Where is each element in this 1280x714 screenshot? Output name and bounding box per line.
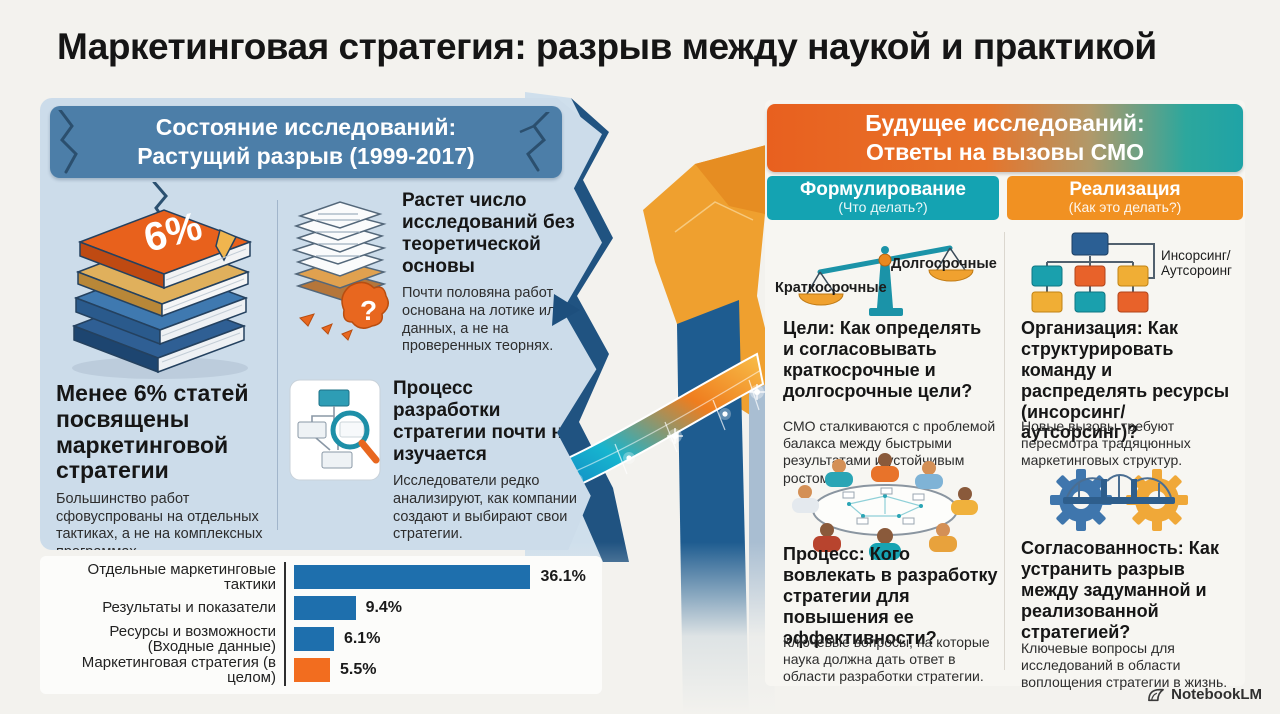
brand-footer: NotebookLM [1147, 686, 1262, 703]
item-body: Исследователи редко анализируют, как ком… [393, 473, 578, 543]
chart-row: Ресурсы и возможности (Входные данные) 6.… [40, 622, 602, 655]
chart-value-label: 6.1% [343, 630, 381, 647]
stat-body: Большинство работ сфовуспрованы на отдел… [56, 491, 263, 561]
chart-axis-line [284, 562, 286, 686]
gears-bridge-icon [1050, 469, 1188, 531]
chart-category-label: Маркетинговая стратегия (в целом) [81, 653, 276, 686]
chart-bar [294, 596, 356, 620]
card-heading-goals: Цели: Как определять и согласовывать кра… [783, 318, 982, 401]
page-title: Маркетинговая стратегия: разрыв между на… [57, 26, 1157, 67]
left-panel-header-line1: Состояние исследований: [155, 114, 457, 141]
card-body-alignment: Ключевые вопросы для исследований в обла… [1021, 640, 1228, 691]
org-label-line2: Аутсороинг [1161, 263, 1232, 279]
org-chart-icon [1031, 232, 1155, 313]
column-subtitle: (Что делать?) [838, 199, 928, 216]
chart-value-label: 36.1% [540, 568, 586, 585]
right-panel-column-divider [1004, 232, 1005, 670]
card-body-organization: Новые вызовы требуют пересмотра традяцюн… [1021, 418, 1191, 469]
chart-bar [294, 627, 334, 651]
item-body: Почти половяна работ основана на лотике … [402, 285, 564, 355]
column-title: Реализация [1069, 179, 1181, 201]
crack-decoration-icon [58, 110, 78, 174]
brand-name: NotebookLM [1171, 686, 1262, 703]
flowchart-magnifier-icon [289, 379, 381, 481]
card-heading-process: Процесс: Кого вовлекать в разработку стр… [783, 544, 998, 648]
right-panel-header-line2: Ответы на вызовы СМО [865, 139, 1145, 165]
stat-heading: Менее 6% статей посвящены маркетинговой … [56, 380, 249, 484]
bar-chart: Отдельные маркетинговые тактики 36.1% Резу… [40, 556, 602, 694]
books-stack-icon: 6% [71, 204, 253, 379]
item-heading: Процесс разработки стратегии почти не из… [393, 378, 574, 465]
column-header-formulation: Формулирование (Что делать?) [767, 176, 999, 220]
balance-scales-icon [798, 245, 974, 316]
org-label-line1: Инсорсинг/ [1161, 248, 1231, 263]
crack-decoration-icon [519, 112, 550, 172]
chart-bar [294, 565, 531, 589]
chart-category-label: Отдельные маркетинговые тактики [87, 560, 276, 593]
card-body-goals: СМО сталкиваются с проблемой балакса меж… [783, 418, 996, 486]
cliff-wedge-icon [552, 294, 580, 326]
item-heading: Растет число исследований без теоретичес… [402, 190, 575, 277]
scale-right-label: Долгосрочные [891, 256, 997, 272]
right-panel: Будущее исследований: Ответы на вызовы С… [765, 100, 1245, 690]
chart-category-label: Результаты и показатели [102, 599, 276, 617]
research-item: Процесс разработки стратегии почти не из… [288, 378, 584, 544]
paper-stack-question-icon: ? [291, 201, 389, 341]
column-header-realization: Реализация (Как это делать?) [1007, 176, 1243, 220]
left-panel-header-line2: Растущий разрыв (1999-2017) [137, 143, 475, 169]
chart-row: Результаты и показатели 9.4% [40, 595, 602, 621]
chart-bar [294, 658, 331, 682]
card-body-process: Ключевые вопросы, на которые наука должн… [783, 634, 990, 685]
left-panel-header: Состояние исследований: Растущий разрыв … [50, 106, 562, 178]
left-panel: Состояние исследований: Растущий разрыв … [40, 98, 602, 550]
column-title: Формулирование [800, 179, 966, 201]
research-item: ? Растет число исследований без теоретич… [288, 190, 584, 356]
notebooklm-logo-icon [1148, 688, 1165, 701]
chart-row: Маркетинговая стратегия (в целом) 5.5% [40, 653, 602, 686]
svg-text:?: ? [360, 295, 377, 326]
chart-value-label: 5.5% [340, 661, 377, 678]
chart-row: Отдельные маркетинговые тактики 36.1% [40, 560, 602, 593]
card-heading-organization: Организация: Как структурировать команду… [1021, 318, 1230, 443]
scale-left-label: Краткосрочные [775, 280, 887, 296]
bar-chart-rows: Отдельные маркетинговые тактики 36.1% Резу… [40, 560, 602, 686]
chart-category-label: Ресурсы и возможности (Входные данные) [109, 622, 276, 655]
org-chart-label: Инсорсинг/ Аутсороинг [1161, 248, 1243, 278]
left-panel-column-divider [277, 200, 278, 530]
right-panel-header-line1: Будущее исследований: [865, 110, 1145, 137]
round-table-people-icon [792, 453, 978, 560]
card-heading-alignment: Согласованность: Как устранить разрыв ме… [1021, 538, 1219, 642]
chart-value-label: 9.4% [365, 599, 403, 616]
stat-block: Менее 6% статей посвящены маркетинговой … [56, 380, 268, 561]
column-subtitle: (Как это делать?) [1068, 199, 1182, 216]
right-panel-header: Будущее исследований: Ответы на вызовы С… [767, 104, 1243, 172]
